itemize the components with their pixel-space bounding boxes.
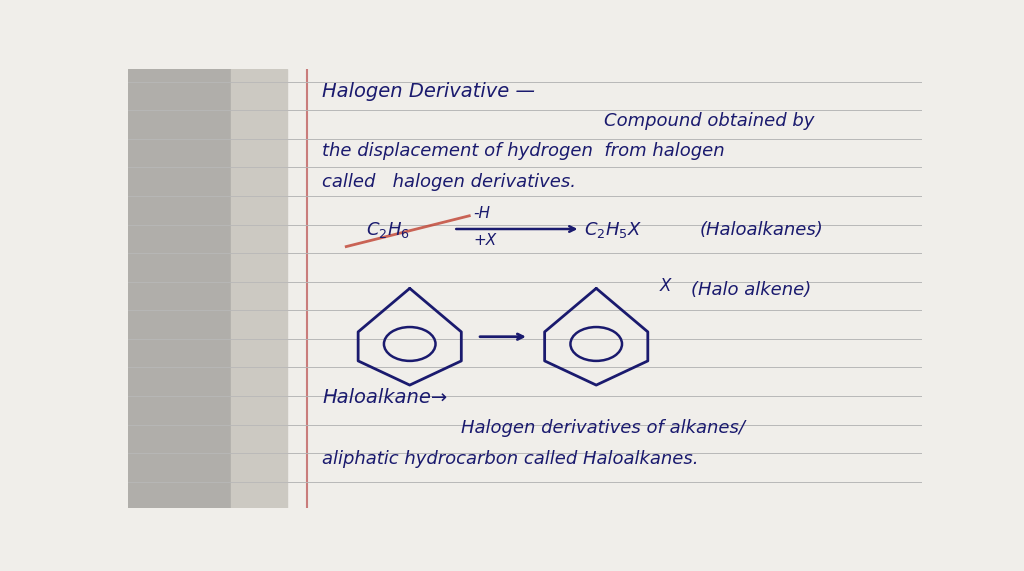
Text: (Haloalkanes): (Haloalkanes) [699,221,823,239]
Text: $C_2H_5X$: $C_2H_5X$ [585,220,642,240]
Bar [231,69,287,508]
Text: -H: -H [473,206,490,221]
Text: Compound obtained by: Compound obtained by [604,112,814,130]
Text: the displacement of hydrogen  from halogen: the displacement of hydrogen from haloge… [323,142,725,160]
Text: (Halo alkene): (Halo alkene) [691,281,812,299]
Text: called   halogen derivatives.: called halogen derivatives. [323,173,577,191]
Text: aliphatic hydrocarbon called Haloalkanes.: aliphatic hydrocarbon called Haloalkanes… [323,450,699,468]
Text: X: X [659,277,671,295]
Text: $C_2H_6$: $C_2H_6$ [367,220,410,240]
Text: Halogen derivatives of alkanes/: Halogen derivatives of alkanes/ [461,420,745,437]
Text: Haloalkane→: Haloalkane→ [323,388,447,407]
Text: +X: +X [473,234,497,248]
Text: Halogen Derivative —: Halogen Derivative — [323,82,536,101]
Bar [128,69,270,508]
